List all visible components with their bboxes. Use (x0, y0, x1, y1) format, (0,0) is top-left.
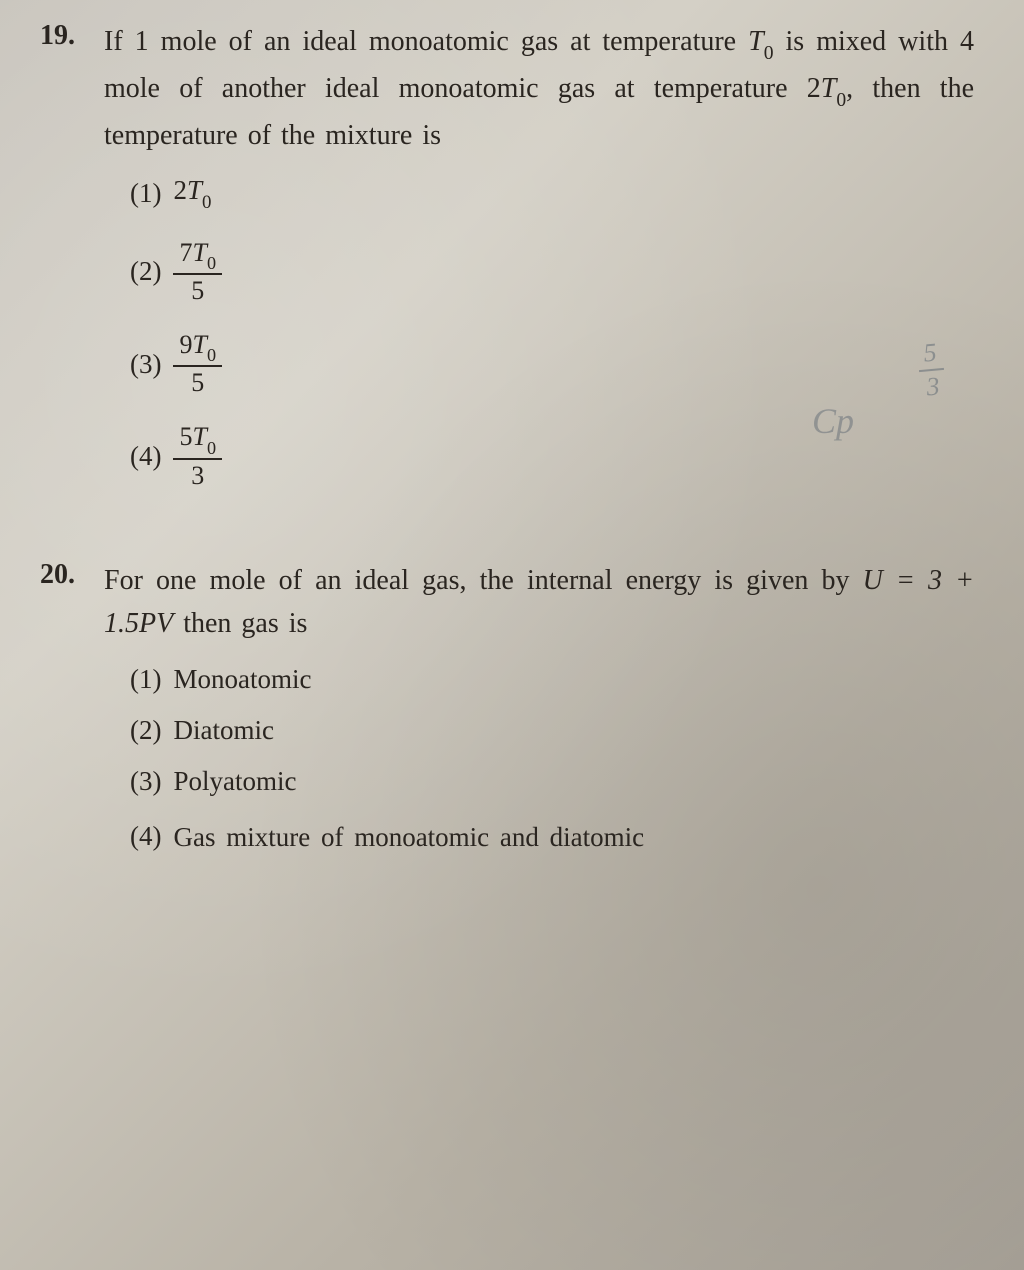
coef: 7 (179, 238, 192, 267)
option-text: Monoatomic (173, 664, 311, 695)
denominator: 3 (191, 460, 204, 489)
option-4: (4) Gas mixture of monoatomic and diatom… (130, 817, 974, 858)
option-1: (1) 2T0 (130, 175, 974, 211)
subscript: 0 (836, 90, 846, 111)
option-label: (1) (130, 178, 161, 209)
hw-num: 5 (916, 339, 944, 372)
fraction: 7T0 5 (173, 240, 222, 304)
var: T (187, 175, 202, 205)
option-text: Gas mixture of monoatomic and diatomic (173, 817, 644, 858)
denominator: 5 (191, 275, 204, 304)
handwritten-cp: Cp (812, 400, 854, 442)
option-value: 2T0 (173, 175, 211, 211)
denominator: 5 (191, 367, 204, 396)
question-text: If 1 mole of an ideal monoatomic gas at … (104, 20, 974, 157)
text-part: If 1 mole of an ideal monoatomic gas at … (104, 26, 748, 57)
option-label: (3) (130, 349, 161, 380)
option-2: (2) Diatomic (130, 715, 974, 746)
question-header: 20. For one mole of an ideal gas, the in… (40, 559, 974, 646)
option-1: (1) Monoatomic (130, 664, 974, 695)
hw-den: 3 (925, 370, 940, 400)
subscript: 0 (207, 253, 216, 273)
option-label: (4) (130, 821, 161, 852)
option-label: (4) (130, 441, 161, 472)
var: T (192, 238, 206, 267)
option-label: (3) (130, 766, 161, 797)
option-3: (3) Polyatomic (130, 766, 974, 797)
question-number: 20. (40, 559, 90, 591)
option-3: (3) 9T0 5 (130, 332, 974, 396)
subscript: 0 (764, 43, 774, 64)
var: T (192, 422, 206, 451)
subscript: 0 (207, 438, 216, 458)
options-list: (1) Monoatomic (2) Diatomic (3) Polyatom… (130, 664, 974, 858)
var-t: T (821, 73, 837, 104)
numerator: 9T0 (173, 332, 222, 367)
option-label: (1) (130, 664, 161, 695)
coef: 2 (173, 175, 187, 205)
fraction: 5T0 3 (173, 424, 222, 488)
subscript: 0 (202, 192, 211, 213)
question-20: 20. For one mole of an ideal gas, the in… (40, 559, 974, 857)
coef: 9 (179, 330, 192, 359)
question-text: For one mole of an ideal gas, the intern… (104, 559, 974, 646)
option-text: Diatomic (173, 715, 273, 746)
question-header: 19. If 1 mole of an ideal monoatomic gas… (40, 20, 974, 157)
numerator: 7T0 (173, 240, 222, 275)
text-part: then gas is (173, 608, 307, 639)
option-2: (2) 7T0 5 (130, 240, 974, 304)
option-label: (2) (130, 256, 161, 287)
numerator: 5T0 (173, 424, 222, 459)
handwritten-fraction: 5 3 (916, 339, 946, 401)
subscript: 0 (207, 345, 216, 365)
question-19: 19. If 1 mole of an ideal monoatomic gas… (40, 20, 974, 489)
question-number: 19. (40, 20, 90, 52)
var: T (192, 330, 206, 359)
text-part: For one mole of an ideal gas, the intern… (104, 565, 863, 596)
var-t: T (748, 26, 764, 57)
option-text: Polyatomic (173, 766, 296, 797)
coef: 5 (179, 422, 192, 451)
fraction: 9T0 5 (173, 332, 222, 396)
option-label: (2) (130, 715, 161, 746)
